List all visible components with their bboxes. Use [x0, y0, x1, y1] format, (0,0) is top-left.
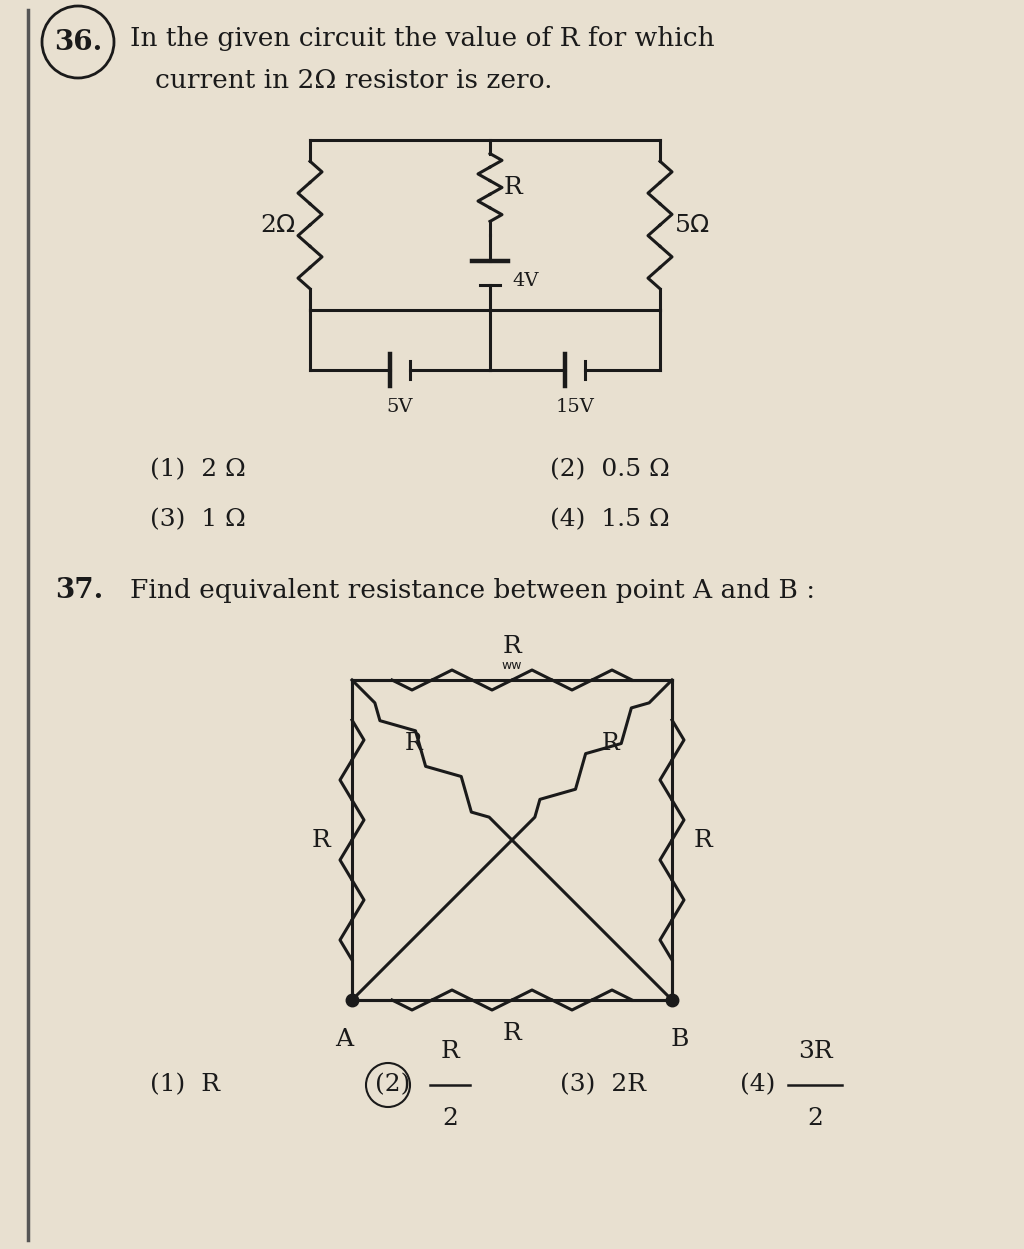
Text: (3)  2R: (3) 2R — [560, 1073, 646, 1097]
Text: ww: ww — [502, 659, 522, 672]
Text: 36.: 36. — [54, 29, 102, 55]
Text: R: R — [440, 1040, 460, 1063]
Text: A: A — [335, 1028, 353, 1050]
Text: R: R — [694, 828, 713, 852]
Text: R: R — [503, 634, 521, 658]
Text: (3)  1 Ω: (3) 1 Ω — [150, 508, 246, 532]
Text: (2): (2) — [375, 1073, 411, 1097]
Text: (1)  R: (1) R — [150, 1073, 220, 1097]
Text: 4V: 4V — [512, 271, 539, 290]
Text: R: R — [311, 828, 330, 852]
Text: (4)  1.5 Ω: (4) 1.5 Ω — [550, 508, 670, 532]
Text: (4): (4) — [740, 1073, 775, 1097]
Text: 2$\Omega$: 2$\Omega$ — [260, 214, 296, 236]
Text: 3R: 3R — [798, 1040, 833, 1063]
Text: B: B — [671, 1028, 689, 1050]
Text: In the given circuit the value of R for which: In the given circuit the value of R for … — [130, 25, 715, 50]
Text: R: R — [504, 176, 522, 199]
Text: (2)  0.5 Ω: (2) 0.5 Ω — [550, 458, 670, 482]
Text: (1)  2 Ω: (1) 2 Ω — [150, 458, 246, 482]
Text: 37.: 37. — [55, 577, 103, 603]
Text: Find equivalent resistance between point A and B :: Find equivalent resistance between point… — [130, 577, 815, 602]
Text: 15V: 15V — [556, 398, 595, 416]
Text: 5V: 5V — [387, 398, 414, 416]
Text: R: R — [404, 732, 422, 754]
Text: R: R — [503, 1022, 521, 1045]
Text: 5$\Omega$: 5$\Omega$ — [674, 214, 711, 236]
Text: R: R — [602, 732, 620, 754]
Text: current in 2Ω resistor is zero.: current in 2Ω resistor is zero. — [155, 67, 553, 92]
Text: 2: 2 — [442, 1107, 458, 1130]
Text: 2: 2 — [807, 1107, 823, 1130]
